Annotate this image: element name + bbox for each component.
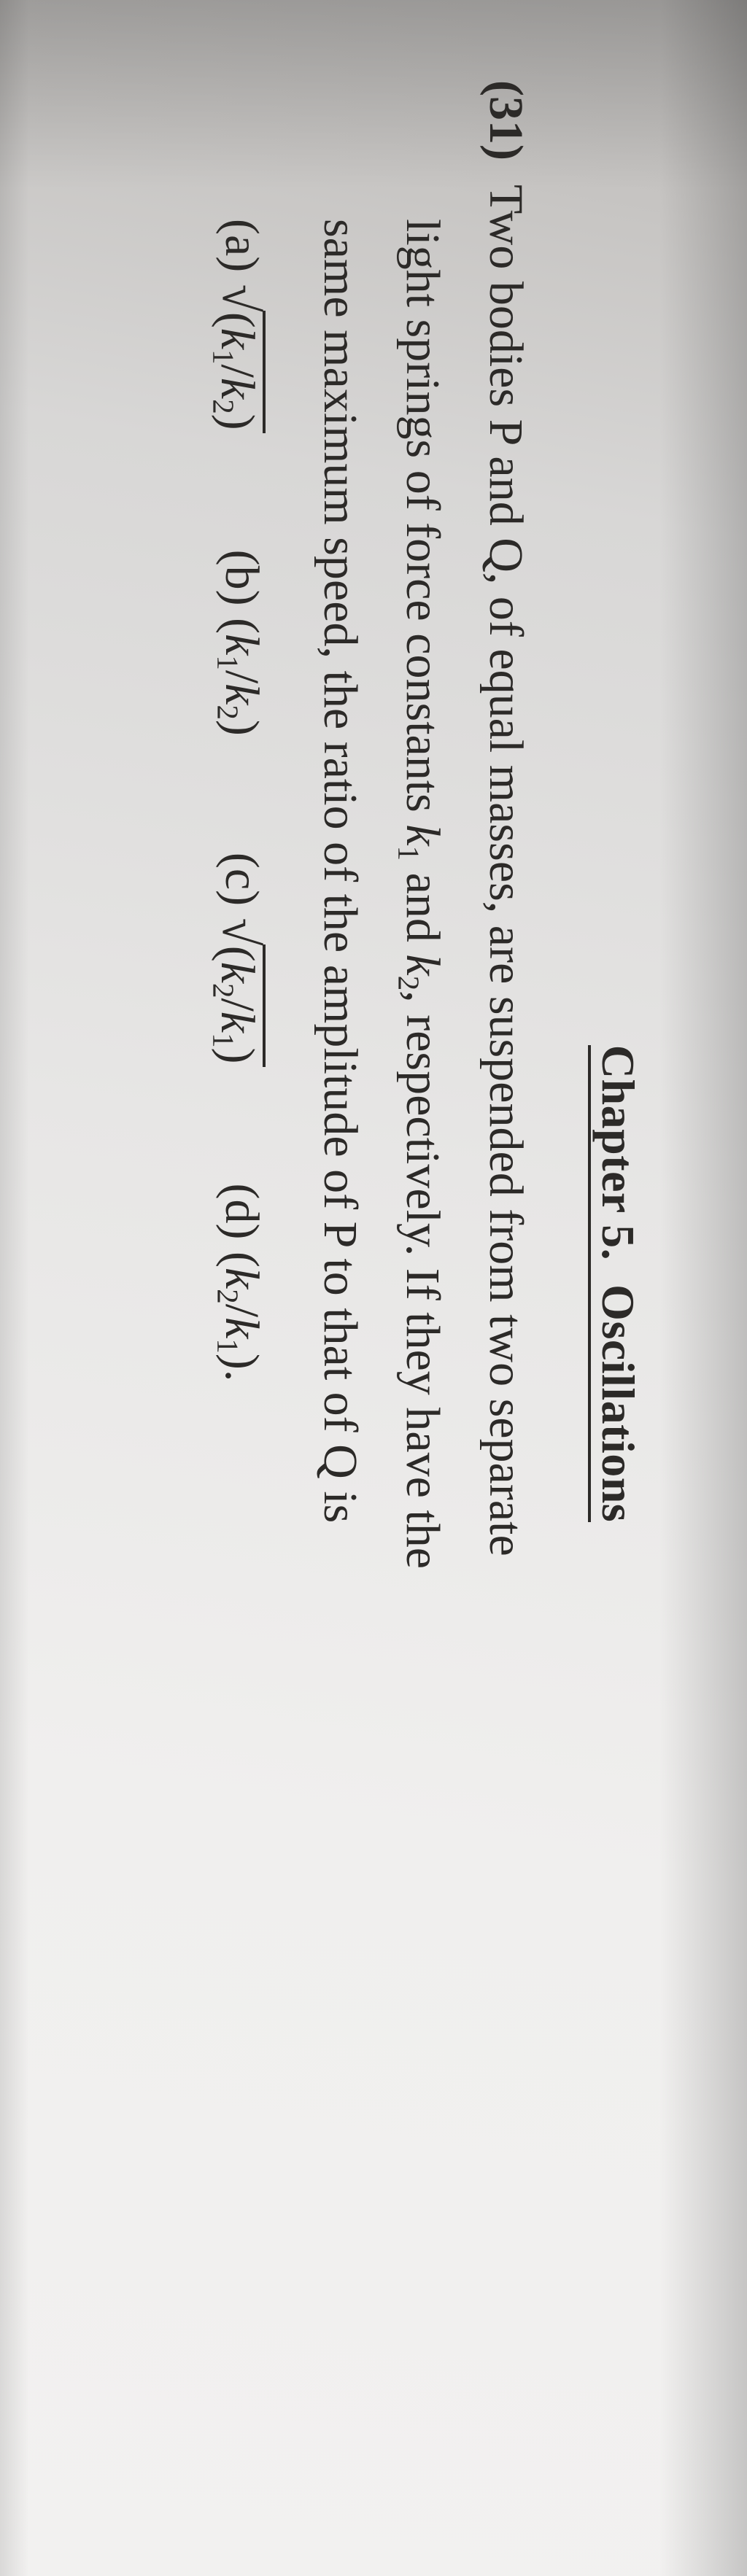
options-row: (a) √ (k1/k2) (b) (k1/k2) (c) √ (k2/k1) … [212,80,269,2487]
question-line-2b: and [396,861,449,954]
var-k2-sub: 2 [392,976,425,990]
radical-sign-icon: √ [215,918,266,946]
option-b: (b) (k1/k2) [214,550,269,736]
option-d: (d) (k2/k1). [214,1184,269,1382]
sqrt-icon: √ (k1/k2) [212,284,266,433]
chapter-number: Chapter 5. [592,1045,644,1260]
sqrt-icon: √ (k2/k1) [212,918,266,1067]
question-line-1: Two bodies P and Q, of equal masses, are… [479,185,533,1556]
chapter-title: Oscillations [592,1284,644,1522]
question-line-3: same maximum speed, the ratio of the amp… [314,219,367,1523]
option-a: (a) √ (k1/k2) [212,219,269,433]
vignette-bottom [0,0,29,2576]
question-line-2c: , respectively. If they have the [396,990,449,1569]
option-a-expr: (k1/k2) [212,311,266,433]
option-d-label: (d) [215,1184,268,1240]
question-line-2a: light springs of force constants [396,219,449,824]
option-c-expr: (k2/k1) [212,944,266,1067]
option-c: (c) √ (k2/k1) [212,853,269,1067]
page-surface: Chapter 5. Oscillations (31) Two bodies … [0,0,747,2576]
question-number: (31) [479,80,533,160]
content-block: Chapter 5. Oscillations (31) Two bodies … [212,80,645,2487]
var-k2: k [396,954,449,975]
question-text: (31) Two bodies P and Q, of equal masses… [298,80,547,2487]
var-k1-sub: 1 [392,846,425,861]
chapter-heading: Chapter 5. Oscillations [591,80,645,2487]
radical-sign-icon: √ [215,284,266,312]
option-d-expr: (k2/k1). [215,1252,268,1381]
option-b-expr: (k1/k2) [215,618,268,736]
option-a-label: (a) [215,219,268,272]
vignette-top [659,0,747,2576]
var-k1: k [396,824,449,845]
chapter-label: Chapter 5. Oscillations [588,1045,644,1522]
option-b-label: (b) [215,550,268,606]
option-c-label: (c) [215,853,268,906]
